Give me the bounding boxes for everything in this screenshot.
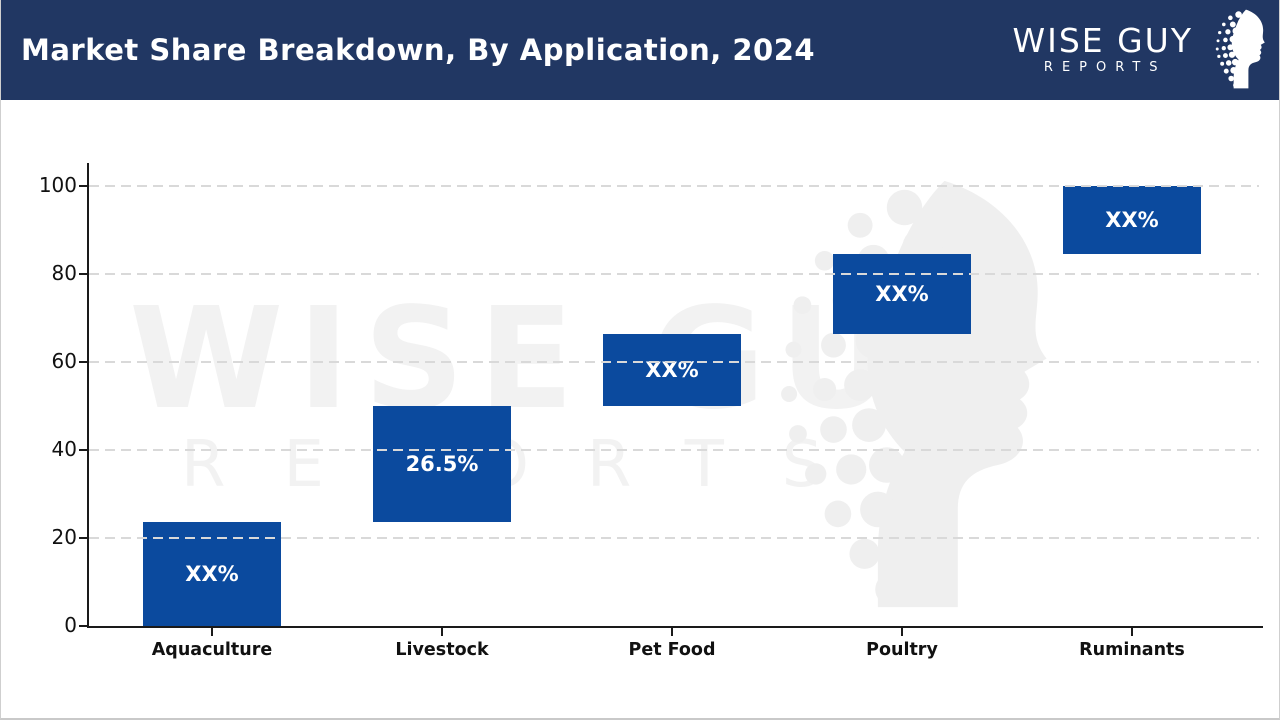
y-tick-label: 80 (51, 261, 77, 285)
bar-value-label: XX% (875, 282, 929, 306)
logo-primary-label: WISE GUY (1012, 20, 1193, 60)
gridline-20 (89, 537, 1259, 539)
logo-text: WISE GUY REPORTS (1012, 20, 1193, 76)
gridline-40 (89, 449, 1259, 451)
bar-pet-food: XX% (603, 333, 741, 406)
page-title: Market Share Breakdown, By Application, … (21, 33, 816, 67)
x-tick-label-livestock: Livestock (395, 640, 489, 660)
y-tick-mark (79, 361, 88, 363)
x-tick-label-ruminants: Ruminants (1079, 640, 1185, 660)
y-tick-mark (79, 185, 88, 187)
logo-secondary-label: REPORTS (1043, 60, 1167, 76)
gridline-100 (89, 185, 1259, 187)
bar-value-label: XX% (185, 562, 239, 587)
x-axis-line (87, 626, 1263, 628)
dotted-head-profile-icon (1215, 9, 1265, 89)
y-tick-label: 40 (51, 437, 77, 461)
x-tick-label-aquaculture: Aquaculture (151, 640, 273, 660)
bar-ruminants: XX% (1063, 186, 1201, 255)
gridline-80 (89, 273, 1259, 275)
wise-guy-logo: WISE GUY REPORTS (1012, 8, 1269, 90)
y-tick-label: 100 (38, 173, 77, 197)
x-tick-mark (441, 627, 443, 636)
x-tick-mark (1131, 627, 1133, 636)
y-axis-line (87, 163, 89, 628)
y-tick-mark (79, 449, 88, 451)
y-tick-label: 20 (51, 525, 77, 549)
y-tick-mark (79, 273, 88, 275)
y-tick-mark (79, 625, 88, 627)
x-tick-label-pet-food: Pet Food (628, 640, 716, 660)
bar-poultry: XX% (833, 254, 971, 334)
x-tick-mark (671, 627, 673, 636)
x-tick-label-poultry: Poultry (866, 640, 938, 660)
x-tick-mark (901, 627, 903, 636)
bar-value-label: XX% (1105, 208, 1159, 233)
bar-aquaculture: XX% (143, 522, 281, 626)
y-tick-label: 0 (64, 613, 77, 637)
x-tick-mark (211, 627, 213, 636)
gridline-60 (89, 361, 1259, 363)
bar-livestock: 26.5% (373, 405, 511, 523)
bar-value-label: 26.5% (405, 451, 479, 476)
y-tick-label: 60 (51, 349, 77, 373)
y-tick-mark (79, 537, 88, 539)
header: Market Share Breakdown, By Application, … (1, 0, 1279, 100)
